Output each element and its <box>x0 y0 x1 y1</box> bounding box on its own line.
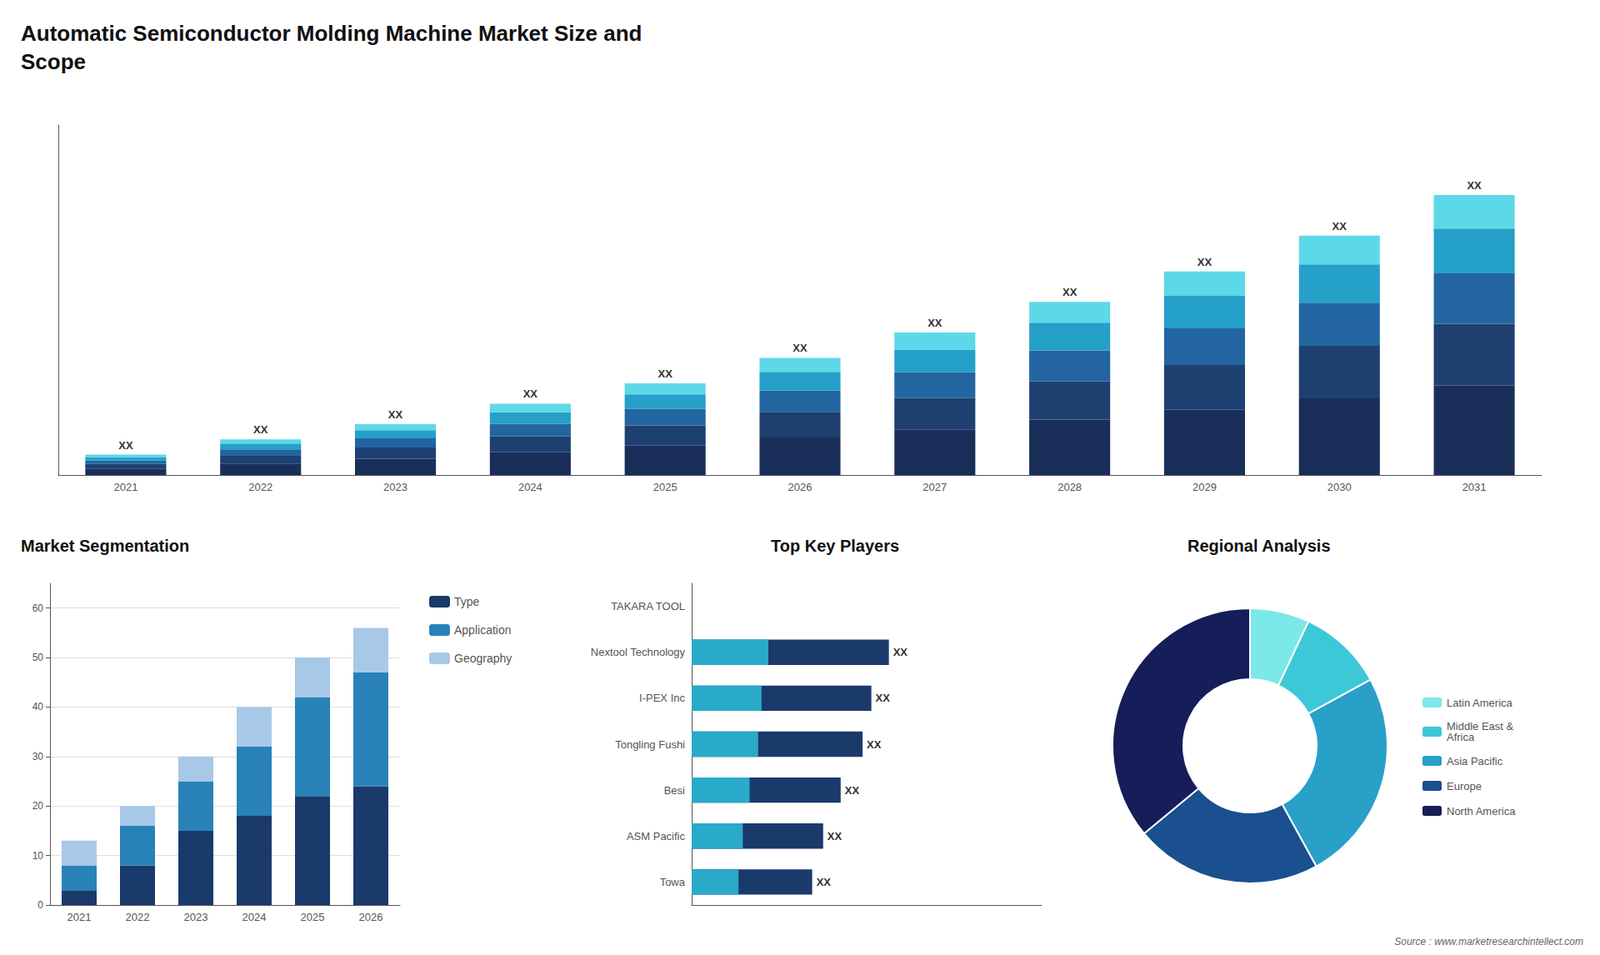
svg-text:2025: 2025 <box>300 910 325 924</box>
svg-text:Top Key Players: Top Key Players <box>770 536 900 555</box>
svg-text:Market Segmentation: Market Segmentation <box>20 536 190 555</box>
svg-text:2030: 2030 <box>1327 480 1352 494</box>
svg-text:XX: XX <box>875 691 891 705</box>
svg-text:2021: 2021 <box>113 480 138 494</box>
svg-text:2021: 2021 <box>67 910 92 924</box>
svg-text:I-PEX Inc: I-PEX Inc <box>639 691 685 705</box>
svg-text:XX: XX <box>1332 220 1348 233</box>
svg-text:Nextool Technology: Nextool Technology <box>590 645 686 659</box>
svg-text:2027: 2027 <box>922 480 947 494</box>
svg-text:Tongling Fushi: Tongling Fushi <box>615 738 685 751</box>
svg-text:Towa: Towa <box>660 875 686 889</box>
svg-text:10: 10 <box>32 850 45 862</box>
svg-text:XX: XX <box>523 387 539 400</box>
svg-text:Source : www.marketresearchint: Source : www.marketresearchintellect.com <box>1394 935 1584 948</box>
svg-text:2022: 2022 <box>248 480 273 494</box>
svg-text:2026: 2026 <box>359 910 384 924</box>
svg-text:2029: 2029 <box>1192 480 1217 494</box>
svg-text:2023: 2023 <box>184 910 209 924</box>
svg-text:XX: XX <box>792 341 808 355</box>
svg-text:Africa: Africa <box>1446 730 1475 744</box>
svg-text:60: 60 <box>32 602 45 615</box>
svg-text:Asia Pacific: Asia Pacific <box>1446 755 1504 768</box>
svg-text:30: 30 <box>32 750 45 763</box>
svg-text:Type: Type <box>454 595 480 609</box>
svg-text:Middle East &: Middle East & <box>1446 720 1514 733</box>
svg-text:50: 50 <box>32 651 45 664</box>
svg-text:XX: XX <box>816 875 832 889</box>
svg-text:XX: XX <box>845 784 860 797</box>
svg-text:20: 20 <box>32 800 45 812</box>
svg-text:Application: Application <box>454 623 512 637</box>
svg-text:North America: North America <box>1446 805 1516 818</box>
svg-text:ASM Pacific: ASM Pacific <box>626 830 686 843</box>
svg-text:Besi: Besi <box>664 784 685 797</box>
svg-text:XX: XX <box>866 738 882 751</box>
svg-text:2025: 2025 <box>653 480 678 494</box>
svg-text:XX: XX <box>893 645 909 659</box>
svg-text:XX: XX <box>658 367 674 380</box>
svg-text:2023: 2023 <box>383 480 408 494</box>
svg-text:2024: 2024 <box>242 910 267 924</box>
svg-text:XX: XX <box>388 408 404 421</box>
svg-text:2031: 2031 <box>1462 480 1487 494</box>
svg-text:2028: 2028 <box>1057 480 1082 494</box>
svg-text:XX: XX <box>1062 285 1078 299</box>
svg-text:Geography: Geography <box>454 651 512 665</box>
svg-text:XX: XX <box>927 316 943 330</box>
svg-text:Automatic Semiconductor Moldin: Automatic Semiconductor Molding Machine … <box>20 20 642 46</box>
svg-text:XX: XX <box>118 439 134 452</box>
svg-text:XX: XX <box>253 423 269 436</box>
svg-text:2024: 2024 <box>518 480 543 494</box>
svg-text:TAKARA TOOL: TAKARA TOOL <box>610 600 685 613</box>
svg-text:2022: 2022 <box>125 910 150 924</box>
svg-text:Europe: Europe <box>1446 780 1482 793</box>
svg-text:40: 40 <box>32 700 45 713</box>
svg-text:Latin America: Latin America <box>1446 696 1514 710</box>
svg-text:Scope: Scope <box>20 49 86 75</box>
svg-text:Regional Analysis: Regional Analysis <box>1187 536 1331 555</box>
svg-text:XX: XX <box>1197 255 1213 269</box>
svg-text:2026: 2026 <box>788 480 813 494</box>
svg-text:XX: XX <box>827 830 843 843</box>
svg-text:0: 0 <box>37 899 44 911</box>
svg-text:XX: XX <box>1466 179 1482 192</box>
